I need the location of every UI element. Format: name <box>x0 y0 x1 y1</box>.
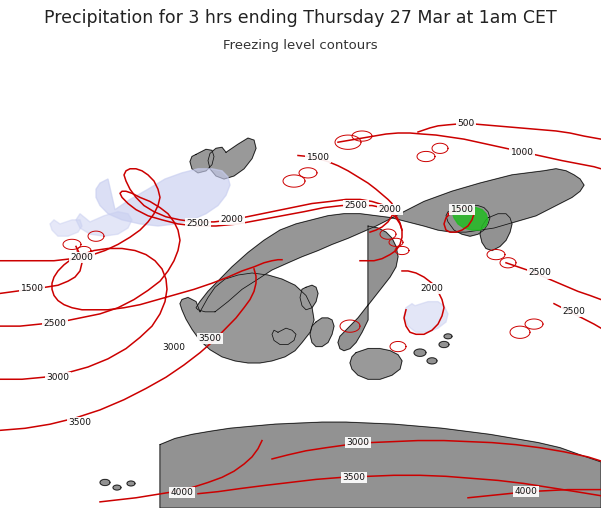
Text: 2500: 2500 <box>344 201 367 210</box>
Text: 4000: 4000 <box>171 488 194 497</box>
Text: 2000: 2000 <box>421 284 444 293</box>
Text: 4000: 4000 <box>514 487 537 496</box>
Text: 1500: 1500 <box>451 205 474 214</box>
Polygon shape <box>50 220 82 236</box>
Polygon shape <box>160 422 601 508</box>
Text: 1000: 1000 <box>510 148 534 157</box>
Polygon shape <box>272 328 296 344</box>
Polygon shape <box>100 480 110 486</box>
Text: 2000: 2000 <box>221 215 243 225</box>
Text: 2500: 2500 <box>186 219 209 229</box>
Polygon shape <box>404 302 448 332</box>
Polygon shape <box>190 149 214 173</box>
Polygon shape <box>446 206 490 236</box>
Text: Freezing level contours: Freezing level contours <box>223 39 378 52</box>
Polygon shape <box>480 214 512 250</box>
Polygon shape <box>76 212 132 236</box>
Text: 2500: 2500 <box>43 319 67 328</box>
Text: 2000: 2000 <box>70 253 93 262</box>
Text: 2000: 2000 <box>379 205 401 214</box>
Polygon shape <box>127 481 135 486</box>
Text: 3500: 3500 <box>198 334 222 343</box>
Text: 2500: 2500 <box>528 269 552 277</box>
Text: 3000: 3000 <box>46 373 70 382</box>
Polygon shape <box>439 341 449 347</box>
Text: 1500: 1500 <box>20 284 43 293</box>
Polygon shape <box>414 349 426 356</box>
Polygon shape <box>96 169 230 226</box>
Polygon shape <box>196 169 584 312</box>
Polygon shape <box>444 334 452 339</box>
Text: 3500: 3500 <box>343 473 365 482</box>
Polygon shape <box>310 318 334 346</box>
Text: 1500: 1500 <box>307 153 329 162</box>
Text: 2500: 2500 <box>563 307 585 316</box>
Polygon shape <box>113 485 121 490</box>
Text: 3500: 3500 <box>69 418 91 427</box>
Text: 500: 500 <box>457 119 475 129</box>
Text: 3000: 3000 <box>347 438 370 447</box>
Polygon shape <box>350 348 402 379</box>
Text: Precipitation for 3 hrs ending Thursday 27 Mar at 1am CET: Precipitation for 3 hrs ending Thursday … <box>44 9 557 26</box>
Polygon shape <box>427 358 437 364</box>
Polygon shape <box>338 226 398 351</box>
Polygon shape <box>208 138 256 179</box>
Text: 3000: 3000 <box>162 343 186 352</box>
Polygon shape <box>300 285 318 310</box>
Polygon shape <box>452 206 488 230</box>
Polygon shape <box>180 273 314 363</box>
